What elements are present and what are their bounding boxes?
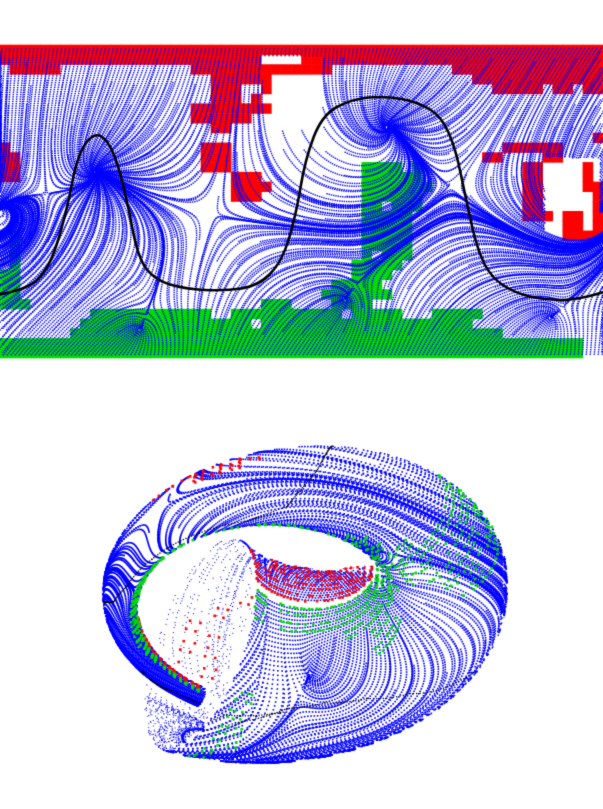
cyclide-surface-streamline-plot	[0, 365, 603, 809]
parameter-plane-streamline-plot	[0, 0, 603, 365]
